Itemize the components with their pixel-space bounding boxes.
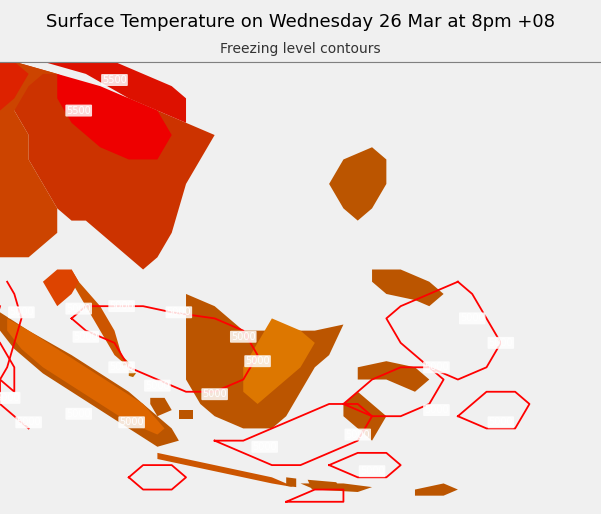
Polygon shape xyxy=(57,269,129,365)
Text: 5000: 5000 xyxy=(346,430,370,439)
Polygon shape xyxy=(300,484,372,492)
Polygon shape xyxy=(7,318,165,434)
Text: 5000: 5000 xyxy=(73,332,98,342)
Polygon shape xyxy=(179,410,193,418)
Polygon shape xyxy=(343,392,386,440)
Text: 5000: 5000 xyxy=(460,314,484,323)
Text: 5000: 5000 xyxy=(109,301,134,311)
Polygon shape xyxy=(329,147,386,221)
Polygon shape xyxy=(43,62,186,123)
Text: 5000: 5000 xyxy=(66,409,91,419)
Polygon shape xyxy=(243,318,315,404)
Polygon shape xyxy=(0,49,57,258)
Text: Freezing level contours: Freezing level contours xyxy=(220,42,381,57)
Text: 5000: 5000 xyxy=(245,356,270,366)
Text: 5000: 5000 xyxy=(489,417,513,427)
Polygon shape xyxy=(0,49,215,269)
Text: 5000: 5000 xyxy=(424,362,449,372)
Polygon shape xyxy=(121,362,130,365)
Polygon shape xyxy=(308,480,341,489)
Polygon shape xyxy=(150,398,172,416)
Text: 5000: 5000 xyxy=(360,466,385,476)
Polygon shape xyxy=(372,269,444,306)
Polygon shape xyxy=(57,74,172,159)
Text: 5000: 5000 xyxy=(109,362,134,372)
Text: 5000: 5000 xyxy=(120,417,144,427)
Polygon shape xyxy=(358,361,429,392)
Text: Surface Temperature on Wednesday 26 Mar at 8pm +08: Surface Temperature on Wednesday 26 Mar … xyxy=(46,12,555,31)
Polygon shape xyxy=(129,370,136,377)
Text: 5000: 5000 xyxy=(66,304,91,314)
Polygon shape xyxy=(0,313,179,447)
Text: 5500: 5500 xyxy=(66,105,91,116)
Text: 5000: 5000 xyxy=(166,307,191,317)
Polygon shape xyxy=(43,269,79,306)
Text: 5000: 5000 xyxy=(9,307,34,317)
Text: 5000: 5000 xyxy=(203,389,227,399)
Text: 5000: 5000 xyxy=(0,393,19,403)
Text: 5000: 5000 xyxy=(424,405,449,415)
Polygon shape xyxy=(157,453,293,487)
Polygon shape xyxy=(186,321,196,328)
Polygon shape xyxy=(186,294,343,429)
Text: 5000: 5000 xyxy=(252,442,277,452)
Text: 5000: 5000 xyxy=(16,417,41,427)
Polygon shape xyxy=(0,49,29,111)
Polygon shape xyxy=(415,484,458,495)
Text: 5000: 5000 xyxy=(145,381,169,391)
Text: 5000: 5000 xyxy=(231,332,255,342)
Text: 5000: 5000 xyxy=(489,338,513,348)
Polygon shape xyxy=(286,478,296,487)
Text: 5500: 5500 xyxy=(102,75,127,85)
